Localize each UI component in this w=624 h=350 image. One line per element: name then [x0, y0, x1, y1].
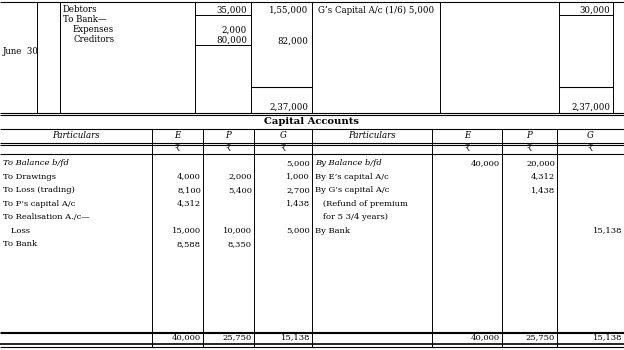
Text: 2,000: 2,000 — [222, 26, 247, 35]
Text: To Balance b/fd: To Balance b/fd — [3, 159, 69, 167]
Text: Creditors: Creditors — [73, 35, 114, 44]
Text: 2,000: 2,000 — [228, 173, 252, 181]
Text: ₹: ₹ — [526, 144, 532, 153]
Text: ₹: ₹ — [174, 144, 180, 153]
Text: Particulars: Particulars — [348, 132, 396, 140]
Text: 40,000: 40,000 — [471, 333, 500, 341]
Text: 82,000: 82,000 — [277, 36, 308, 46]
Text: 10,000: 10,000 — [223, 226, 252, 235]
Text: 15,138: 15,138 — [593, 333, 622, 341]
Text: By E’s capital A/c: By E’s capital A/c — [315, 173, 389, 181]
Text: 2,37,000: 2,37,000 — [571, 103, 610, 112]
Text: Particulars: Particulars — [52, 132, 100, 140]
Text: By G’s capital A/c: By G’s capital A/c — [315, 186, 389, 194]
Text: ₹: ₹ — [225, 144, 231, 153]
Text: 20,000: 20,000 — [526, 159, 555, 167]
Text: To P’s capital A/c: To P’s capital A/c — [3, 199, 76, 208]
Text: To Loss (trading): To Loss (trading) — [3, 186, 75, 194]
Text: 8,350: 8,350 — [228, 240, 252, 248]
Text: 15,000: 15,000 — [172, 226, 201, 235]
Text: 40,000: 40,000 — [471, 159, 500, 167]
Text: G’s Capital A/c (1/6) 5,000: G’s Capital A/c (1/6) 5,000 — [318, 6, 434, 15]
Text: To Drawings: To Drawings — [3, 173, 56, 181]
Text: 1,438: 1,438 — [531, 186, 555, 194]
Text: Capital Accounts: Capital Accounts — [265, 117, 359, 126]
Text: 80,000: 80,000 — [216, 35, 247, 44]
Text: for 5 3/4 years): for 5 3/4 years) — [315, 213, 388, 221]
Text: 1,438: 1,438 — [286, 199, 310, 208]
Text: 4,312: 4,312 — [531, 173, 555, 181]
Text: ₹: ₹ — [280, 144, 286, 153]
Text: E: E — [174, 132, 180, 140]
Text: Debtors: Debtors — [63, 6, 97, 14]
Text: Loss: Loss — [3, 226, 30, 235]
Text: 5,000: 5,000 — [286, 159, 310, 167]
Text: ₹: ₹ — [464, 144, 470, 153]
Text: To Realisation A./c—: To Realisation A./c— — [3, 213, 90, 221]
Text: 2,700: 2,700 — [286, 186, 310, 194]
Text: By Balance b/fd: By Balance b/fd — [315, 159, 382, 167]
Text: 30,000: 30,000 — [579, 6, 610, 14]
Text: To Bank—: To Bank— — [63, 15, 107, 24]
Text: 8,588: 8,588 — [177, 240, 201, 248]
Text: 5,400: 5,400 — [228, 186, 252, 194]
Text: (Refund of premium: (Refund of premium — [315, 199, 408, 208]
Text: P: P — [526, 132, 532, 140]
Text: 4,000: 4,000 — [177, 173, 201, 181]
Text: G: G — [587, 132, 593, 140]
Text: 4,312: 4,312 — [177, 199, 201, 208]
Text: 35,000: 35,000 — [217, 6, 247, 14]
Text: June  30: June 30 — [3, 47, 39, 56]
Text: 5,000: 5,000 — [286, 226, 310, 235]
Text: 2,37,000: 2,37,000 — [269, 103, 308, 112]
Text: 8,100: 8,100 — [177, 186, 201, 194]
Text: 25,750: 25,750 — [526, 333, 555, 341]
Text: E: E — [464, 132, 470, 140]
Text: P: P — [225, 132, 231, 140]
Text: 40,000: 40,000 — [172, 333, 201, 341]
Text: To Bank: To Bank — [3, 240, 37, 248]
Text: 1,55,000: 1,55,000 — [269, 6, 308, 14]
Text: By Bank: By Bank — [315, 226, 350, 235]
Text: 15,138: 15,138 — [593, 226, 622, 235]
Text: 25,750: 25,750 — [223, 333, 252, 341]
Text: Expenses: Expenses — [73, 26, 114, 35]
Text: ₹: ₹ — [587, 144, 593, 153]
Text: 15,138: 15,138 — [281, 333, 310, 341]
Text: 1,000: 1,000 — [286, 173, 310, 181]
Text: G: G — [280, 132, 286, 140]
